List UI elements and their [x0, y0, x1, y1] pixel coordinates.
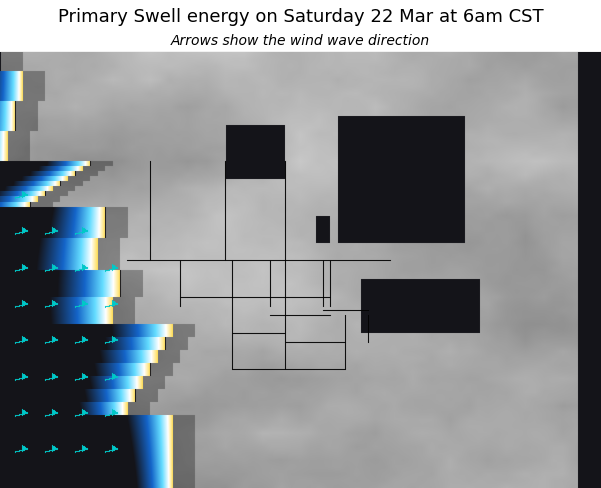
Text: Primary Swell energy on Saturday 22 Mar at 6am CST: Primary Swell energy on Saturday 22 Mar … — [58, 8, 543, 26]
Text: Arrows show the wind wave direction: Arrows show the wind wave direction — [171, 34, 430, 47]
